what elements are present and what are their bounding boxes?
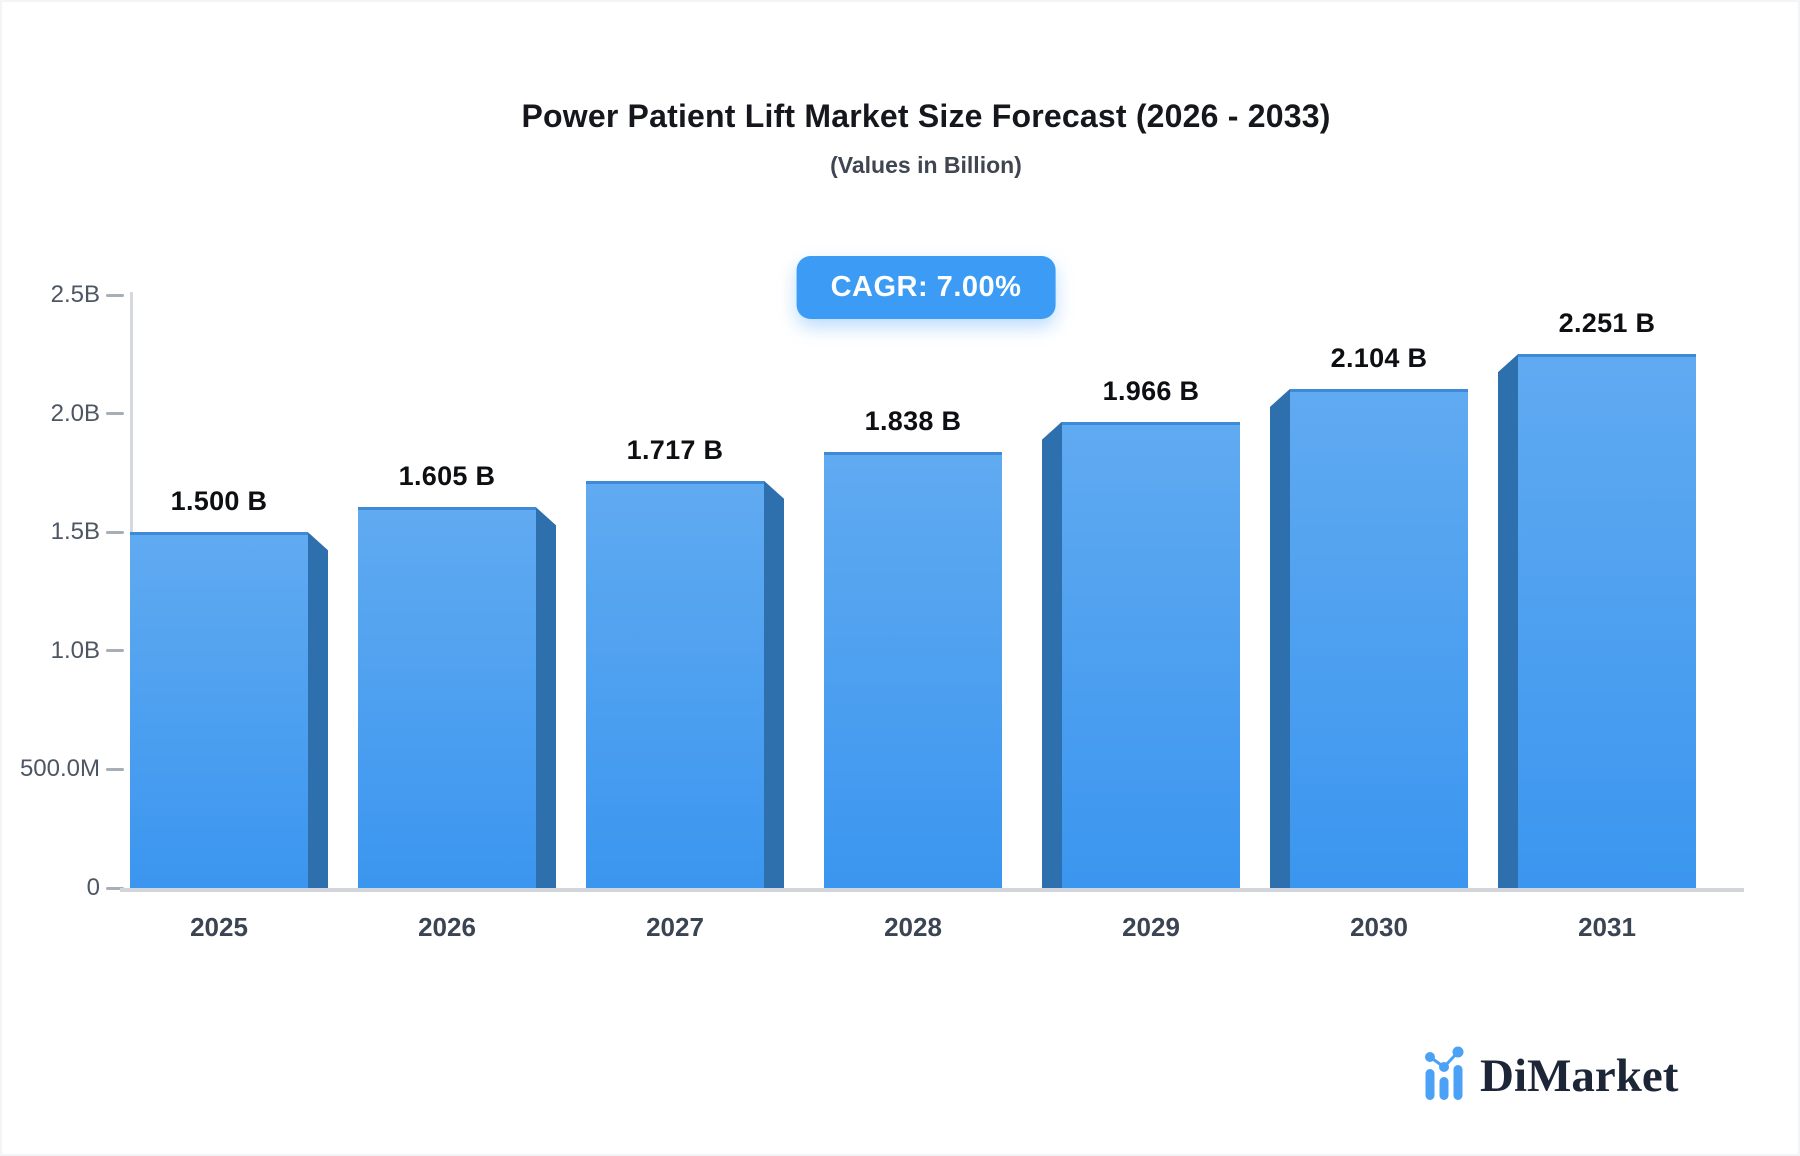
y-tick-label: 1.0B: [50, 636, 100, 664]
mini-bar-chart-icon: [1422, 1044, 1466, 1107]
bar-2031[interactable]: [1518, 354, 1696, 888]
x-axis-label-2031: 2031: [1578, 912, 1636, 942]
bar-2025[interactable]: [130, 532, 308, 888]
x-axis-label-2030: 2030: [1350, 912, 1408, 942]
bar-side-3d: [536, 507, 556, 888]
x-axis-label-2025: 2025: [190, 912, 248, 942]
bar-2028[interactable]: [824, 452, 1002, 888]
chart-subtitle: (Values in Billion): [830, 152, 1022, 178]
bar-value-label: 1.717 B: [626, 434, 724, 465]
y-tick-dash: [106, 649, 124, 653]
x-axis-label-2026: 2026: [418, 912, 476, 942]
bar-side-3d: [764, 480, 784, 888]
bar-value-label: 2.104 B: [1330, 342, 1428, 373]
x-axis-baseline: [120, 888, 1744, 892]
cagr-badge: CAGR: 7.00%: [796, 256, 1056, 319]
bar-2029[interactable]: [1062, 421, 1240, 888]
bar-2030[interactable]: [1290, 388, 1468, 888]
bar-side-3d: [1498, 354, 1518, 888]
bar-value-label: 1.838 B: [864, 406, 962, 437]
y-tick-label: 2.5B: [50, 281, 100, 308]
y-tick-label: 0: [86, 874, 100, 901]
y-tick-dash: [106, 293, 124, 297]
y-tick-label: 500.0M: [19, 755, 100, 783]
bar-value-label: 1.605 B: [398, 461, 496, 492]
bar-side-3d: [308, 532, 328, 888]
y-tick-dash: [106, 886, 124, 890]
bar-side-3d: [1042, 421, 1062, 888]
x-axis-label-2028: 2028: [884, 912, 942, 942]
bar-2027[interactable]: [586, 480, 764, 888]
bar-value-label: 1.500 B: [170, 486, 268, 517]
bar-2026[interactable]: [358, 507, 536, 888]
bar-side-3d: [1270, 388, 1290, 888]
x-axis-label-2029: 2029: [1122, 912, 1180, 942]
y-tick-dash: [106, 530, 124, 534]
y-tick-label: 1.5B: [50, 518, 100, 546]
y-tick-dash: [106, 767, 124, 771]
chart-title: Power Patient Lift Market Size Forecast …: [521, 98, 1331, 134]
y-tick-dash: [106, 412, 124, 416]
bar-value-label: 2.251 B: [1558, 308, 1656, 339]
brand-logo: DiMarket: [1422, 1044, 1678, 1107]
brand-name: DiMarket: [1480, 1049, 1679, 1102]
bar-value-label: 1.966 B: [1102, 375, 1200, 406]
y-tick-label: 2.0B: [50, 399, 100, 427]
x-axis-label-2027: 2027: [646, 912, 704, 942]
